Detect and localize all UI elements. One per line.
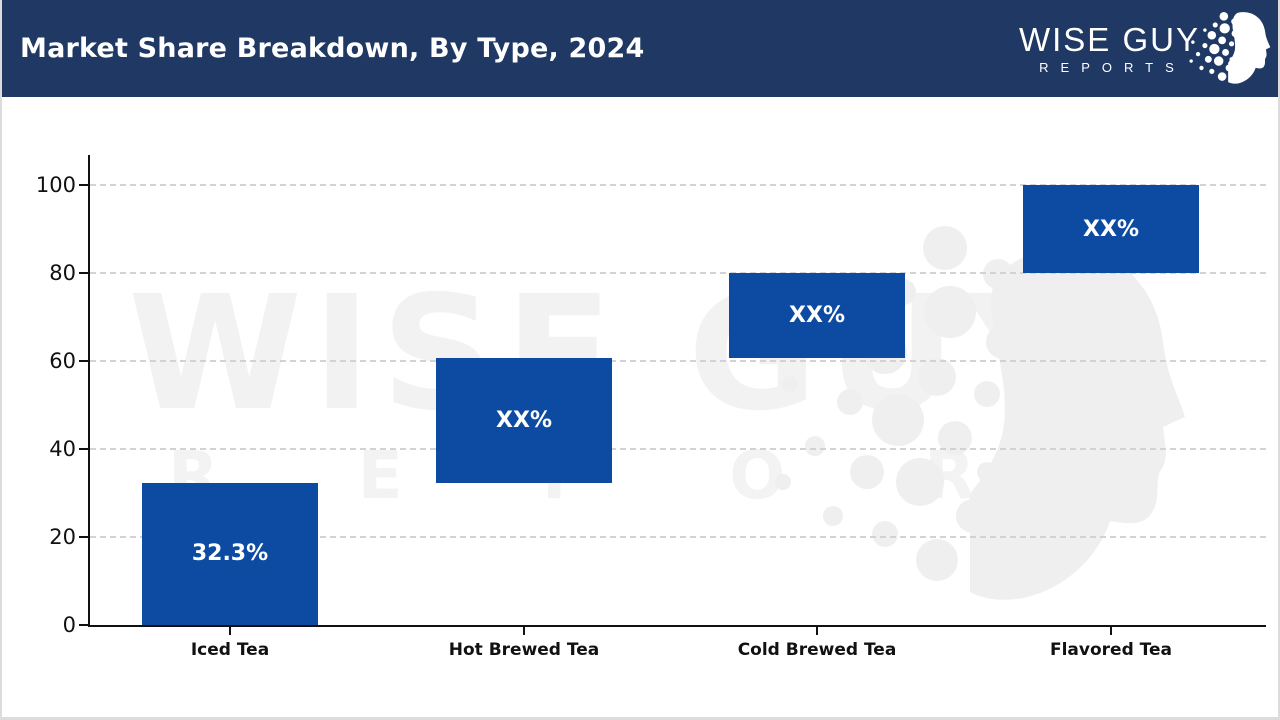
y-axis-line (88, 155, 90, 627)
bar-segment: XX% (1023, 185, 1199, 273)
logo-text: WISE GUY REPORTS (1019, 23, 1200, 75)
bar-value-label: XX% (496, 407, 552, 433)
logo-wordmark: WISE GUY (1018, 20, 1200, 58)
x-category-label: Iced Tea (190, 640, 270, 660)
x-tick (229, 627, 231, 635)
bar-segment: 32.3% (142, 482, 318, 625)
gridline (90, 448, 1266, 450)
header-bar: Market Share Breakdown, By Type, 2024 WI… (0, 0, 1280, 97)
x-axis-line (88, 625, 1266, 627)
x-tick (1110, 627, 1112, 635)
logo-subtitle: REPORTS (1039, 59, 1186, 75)
y-tick (79, 184, 88, 186)
y-tick (79, 360, 88, 362)
y-tick-label: 60 (49, 349, 76, 373)
logo-head-icon (1189, 11, 1271, 84)
chart-title: Market Share Breakdown, By Type, 2024 (20, 33, 645, 64)
y-tick (79, 624, 88, 626)
gridline (90, 360, 1266, 362)
y-tick (79, 448, 88, 450)
bar-segment: XX% (729, 273, 905, 358)
x-tick (816, 627, 818, 635)
y-tick-label: 80 (49, 261, 76, 285)
bar-value-label: 32.3% (191, 541, 269, 567)
wise-guy-logo: WISE GUY REPORTS (1019, 0, 1272, 97)
gridline (90, 184, 1266, 186)
y-tick-label: 40 (49, 437, 76, 461)
plot-area: WISE GUY R E P O R T S 02040608010032.3%… (0, 97, 1280, 714)
y-tick-label: 100 (35, 173, 76, 197)
x-category-label: Flavored Tea (1049, 640, 1172, 660)
y-tick (79, 272, 88, 274)
y-tick (79, 536, 88, 538)
x-category-label: Cold Brewed Tea (737, 640, 897, 660)
bar-value-label: XX% (1083, 216, 1139, 242)
x-category-label: Hot Brewed Tea (448, 640, 600, 660)
bar-value-label: XX% (789, 302, 845, 328)
bar-segment: XX% (436, 357, 612, 483)
y-tick-label: 20 (49, 525, 76, 549)
x-tick (523, 627, 525, 635)
y-tick-label: 0 (62, 613, 76, 637)
gridline (90, 536, 1266, 538)
gridline (90, 272, 1266, 274)
